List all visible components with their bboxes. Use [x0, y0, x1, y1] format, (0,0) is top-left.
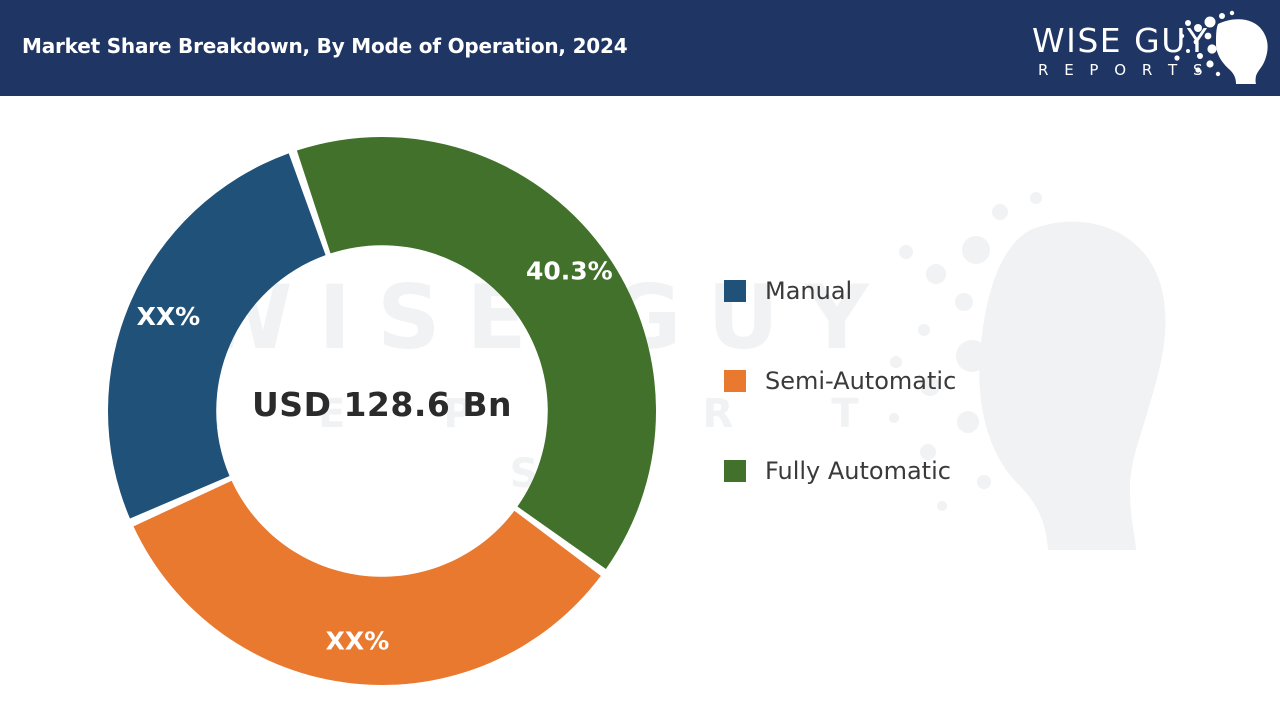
legend-swatch-icon — [724, 280, 746, 302]
donut-slice[interactable] — [296, 137, 656, 569]
donut-slice-label: XX% — [326, 627, 390, 656]
donut-slice[interactable] — [107, 153, 326, 519]
legend-item[interactable]: Fully Automatic — [724, 426, 1144, 516]
legend-swatch-icon — [724, 370, 746, 392]
legend-item-label: Semi-Automatic — [765, 367, 957, 395]
svg-text:WISE GUY: WISE GUY — [1032, 21, 1209, 60]
legend-item-label: Fully Automatic — [765, 457, 951, 485]
page-title: Market Share Breakdown, By Mode of Opera… — [22, 34, 628, 58]
donut-slice-group — [107, 137, 656, 686]
legend-item-label: Manual — [765, 277, 853, 305]
chart-legend: Manual Semi-Automatic Fully Automatic — [724, 246, 1144, 516]
svg-text:R E P O R T S: R E P O R T S — [1038, 61, 1208, 79]
donut-slice-label-group: 40.3% XX% XX% — [137, 257, 613, 656]
donut-slice-label: XX% — [137, 302, 201, 331]
donut-slice-label: 40.3% — [526, 257, 613, 286]
donut-slice[interactable] — [133, 480, 601, 686]
legend-item[interactable]: Manual — [724, 246, 1144, 336]
legend-swatch-icon — [724, 460, 746, 482]
legend-item[interactable]: Semi-Automatic — [724, 336, 1144, 426]
donut-center-value: USD 128.6 Bn — [252, 385, 512, 424]
donut-chart: 40.3% XX% XX% — [105, 134, 659, 688]
wise-guy-reports-logo: WISE GUY R E P O R T S — [1022, 8, 1274, 88]
header-bar: Market Share Breakdown, By Mode of Opera… — [0, 0, 1280, 96]
